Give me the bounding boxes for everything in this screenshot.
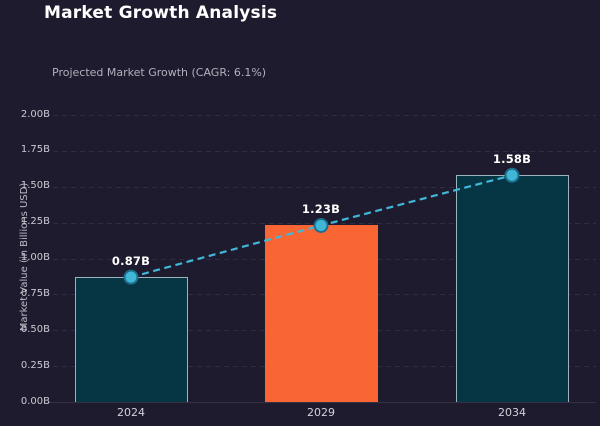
bar-2024 (74, 277, 188, 402)
bar-value-label: 0.87B (111, 254, 151, 269)
bar-2034 (455, 175, 569, 402)
y-tick-label: 1.50B (20, 180, 50, 192)
chart-title: Market Growth Analysis (44, 3, 278, 23)
y-tick-label: 2.00B (20, 108, 50, 120)
y-tick-label: 0.25B (20, 359, 50, 371)
grid-line (44, 115, 596, 116)
grid-line (44, 150, 596, 152)
x-tick-label: 2029 (307, 406, 335, 419)
y-tick-label: 0.75B (20, 287, 50, 299)
bar-value-label: 1.58B (492, 152, 532, 167)
chart-subtitle: Projected Market Growth (CAGR: 6.1%) (52, 66, 267, 79)
y-tick-label: 0.50B (20, 323, 50, 335)
y-tick-label: 1.00B (20, 252, 50, 263)
bar-2029 (264, 225, 378, 402)
bar-value-label: 1.23B (301, 202, 341, 217)
x-tick-label: 2024 (117, 406, 145, 419)
x-axis-line (44, 402, 596, 403)
x-tick-label: 2034 (498, 406, 526, 419)
y-tick-label: 1.25B (20, 216, 50, 228)
y-tick-label: 0.00B (20, 395, 50, 407)
y-tick-label: 1.75B (20, 144, 50, 156)
